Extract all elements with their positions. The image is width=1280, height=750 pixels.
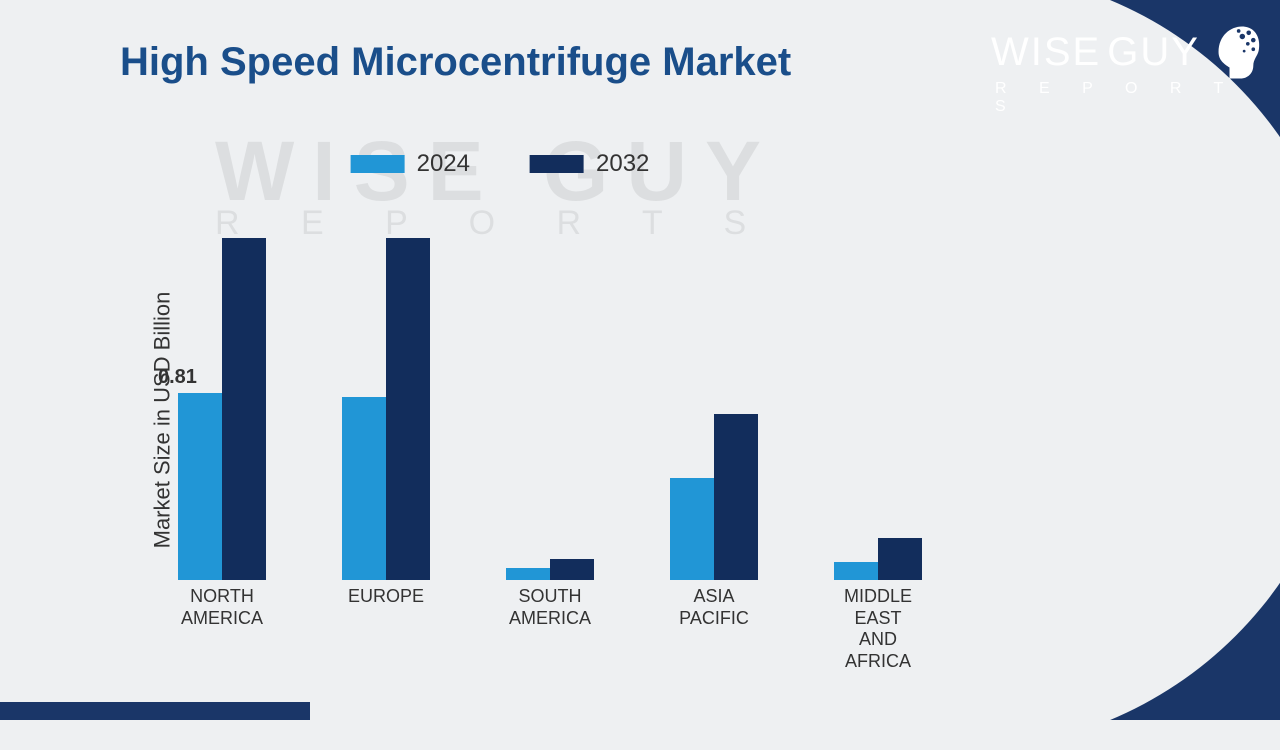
category-label: ASIAPACIFIC [632,580,796,629]
bar-2024 [834,562,878,581]
legend-label-2032: 2032 [596,150,649,178]
legend-item-2024: 2024 [351,150,470,178]
bar-2024 [342,397,386,580]
logo-word-1: WISE [991,30,1101,75]
plot-area: NORTHAMERICAEUROPESOUTHAMERICAASIAPACIFI… [140,210,960,580]
chart-container: Market Size in USD Billion 2024 2032 NOR… [40,150,960,690]
bar-2024 [670,478,714,580]
category-label: SOUTHAMERICA [468,580,632,629]
category-group: ASIAPACIFIC [632,414,796,581]
category-group: MIDDLEEASTANDAFRICA [796,538,960,580]
legend-item-2032: 2032 [530,150,649,178]
bar-2024 [178,393,222,580]
category-group: SOUTHAMERICA [468,559,632,580]
legend-swatch-2032 [530,155,584,173]
footer-accent-strip [0,702,310,720]
bar-2024 [506,568,550,580]
bar-value-label: 0.81 [158,366,197,389]
bar-2032 [386,238,430,580]
legend: 2024 2032 [351,150,650,178]
bar-2032 [222,238,266,580]
category-group: NORTHAMERICA [140,238,304,580]
category-group: EUROPE [304,238,468,580]
bar-2032 [550,559,594,580]
brand-logo: WISE GUY R E P O R T S [991,20,1256,116]
logo-word-2: GUY [1107,30,1200,75]
category-label: EUROPE [304,580,468,608]
chart-title: High Speed Microcentrifuge Market [120,40,791,85]
legend-label-2024: 2024 [417,150,470,178]
category-label: NORTHAMERICA [140,580,304,629]
category-label: MIDDLEEASTANDAFRICA [796,580,960,672]
bar-2032 [714,414,758,581]
bar-2032 [878,538,922,580]
legend-swatch-2024 [351,155,405,173]
logo-subtitle: R E P O R T S [991,80,1256,116]
head-icon [1206,20,1264,84]
